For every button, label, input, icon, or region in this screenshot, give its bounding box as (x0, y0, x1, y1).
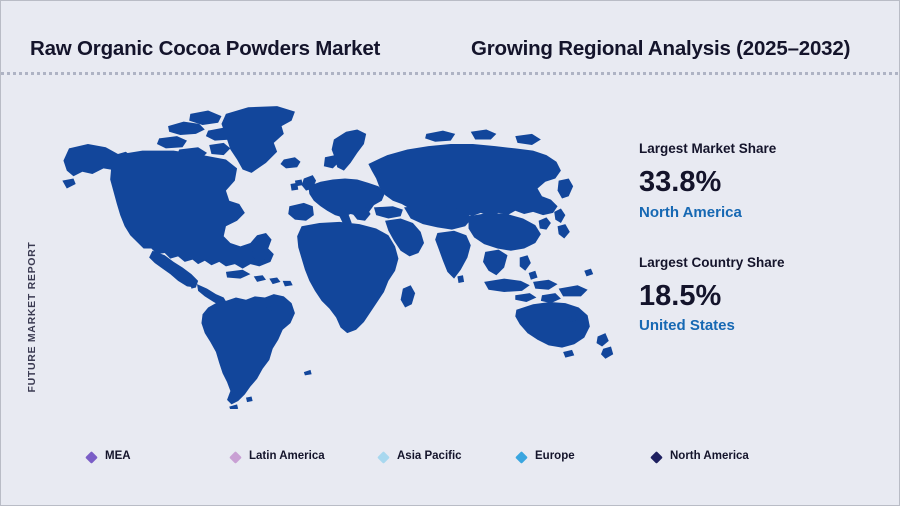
legend-label: Asia Pacific (397, 450, 462, 463)
stat-value: 33.8% (639, 166, 722, 199)
page-subtitle: Growing Regional Analysis (2025–2032) (471, 37, 851, 60)
legend-label: North America (670, 450, 749, 463)
legend-label: Europe (535, 450, 575, 463)
legend-item-mea: MEA (85, 448, 131, 466)
stat-region: North America (639, 203, 742, 221)
stat-label: Largest Country Share (639, 254, 785, 270)
legend: MEA Latin America Asia Pacific Europe No… (85, 448, 827, 468)
header: Raw Organic Cocoa Powders Market Growing… (1, 1, 899, 75)
diamond-marker-icon (515, 450, 528, 464)
page-title: Raw Organic Cocoa Powders Market (30, 37, 381, 60)
legend-label: Latin America (249, 450, 325, 463)
legend-item-north-america: North America (650, 448, 749, 466)
legend-label: MEA (105, 450, 131, 463)
stat-value: 18.5% (639, 279, 722, 312)
diamond-marker-icon (229, 450, 242, 464)
legend-item-latin-america: Latin America (229, 448, 325, 466)
stats-panel: Largest Market Share 33.8% North America… (639, 141, 879, 335)
stat-region: United States (639, 317, 735, 335)
stat-largest-country-share: Largest Country Share 18.5% United State… (639, 255, 879, 336)
diamond-marker-icon (650, 450, 663, 464)
world-map-container (59, 97, 621, 409)
brand-vertical-label: FUTURE MARKET REPORT (26, 241, 38, 393)
world-map-icon (59, 97, 621, 409)
stat-largest-market-share: Largest Market Share 33.8% North America (639, 141, 879, 222)
legend-item-asia-pacific: Asia Pacific (377, 448, 462, 466)
diamond-marker-icon (85, 450, 98, 464)
header-divider (1, 72, 899, 75)
diamond-marker-icon (377, 450, 390, 464)
legend-item-europe: Europe (515, 448, 575, 466)
stat-label: Largest Market Share (639, 141, 777, 156)
